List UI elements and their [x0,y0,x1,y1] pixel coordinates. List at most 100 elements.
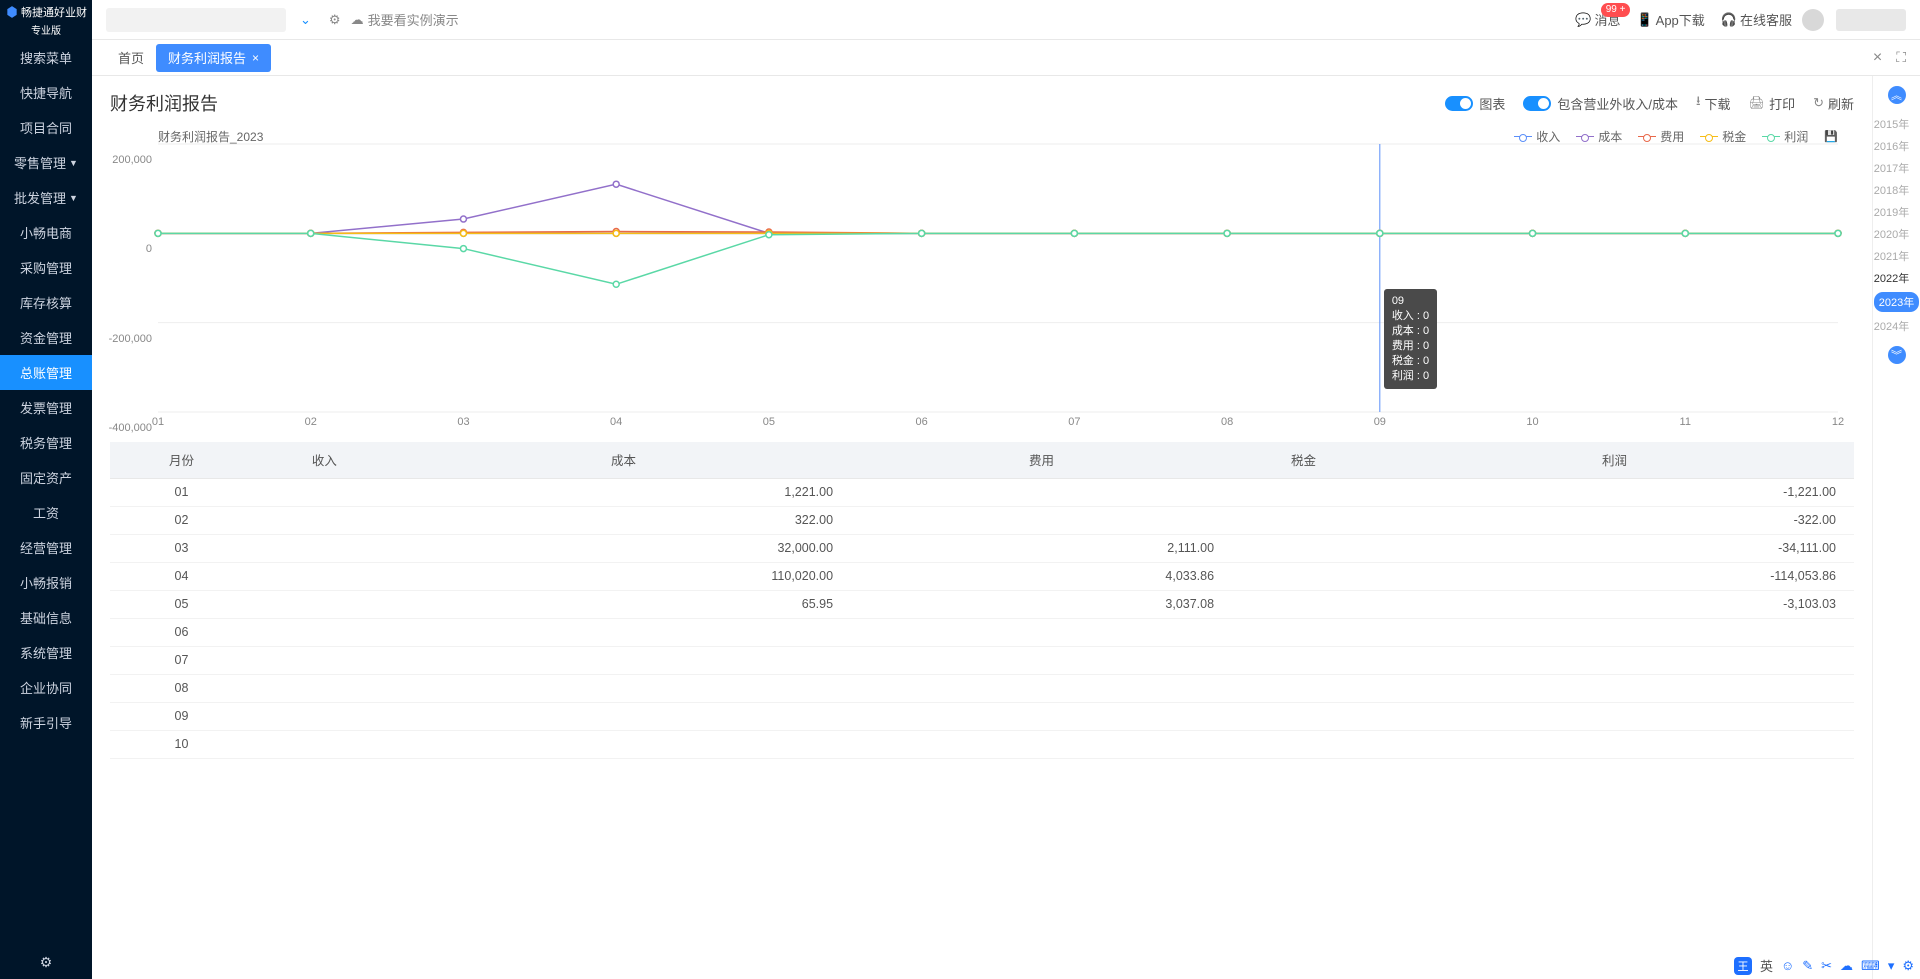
table-header: 利润 [1375,442,1854,478]
save-chart-icon[interactable]: 💾 [1824,130,1838,143]
table-row: 0565.953,037.08-3,103.03 [110,590,1854,618]
topbar: ⌄ ⚙ ☁ 我要看实例演示 💬 消息 99 + 📱 App下载 🎧 在线客服 [92,0,1920,40]
chevron-down-icon[interactable]: ⌄ [300,12,311,28]
page-title: 财务利润报告 [110,90,218,116]
demo-link[interactable]: ☁ 我要看实例演示 [351,10,459,29]
ime-gear-icon[interactable]: ⚙ [1902,958,1914,974]
scroll-up-icon[interactable]: ︽ [1888,86,1906,104]
sidebar-item-5[interactable]: 小畅电商 [0,215,92,250]
sidebar: 畅捷通好业财 专业版 搜索菜单快捷导航项目合同零售管理▼批发管理▼小畅电商采购管… [0,0,92,979]
chart-tooltip: 09收入 : 0成本 : 0费用 : 0税金 : 0利润 : 0 [1384,289,1437,389]
table-header: 税金 [1232,442,1375,478]
table-row: 011,221.00-1,221.00 [110,478,1854,506]
year-option[interactable]: 2017年 [1874,160,1919,176]
sidebar-item-11[interactable]: 税务管理 [0,425,92,460]
support-button[interactable]: 🎧 在线客服 [1721,10,1792,29]
sidebar-item-15[interactable]: 小畅报销 [0,565,92,600]
sidebar-item-12[interactable]: 固定资产 [0,460,92,495]
sidebar-item-7[interactable]: 库存核算 [0,285,92,320]
table-header: 收入 [253,442,396,478]
tab-home[interactable]: 首页 [106,44,156,72]
legend-item[interactable]: 成本 [1576,128,1622,145]
legend-item[interactable]: 税金 [1700,128,1746,145]
year-option[interactable]: 2019年 [1874,204,1919,220]
table-row: 02322.00-322.00 [110,506,1854,534]
tab-report[interactable]: 财务利润报告 × [156,44,271,72]
legend-item[interactable]: 利润 [1762,128,1808,145]
page-header: 财务利润报告 图表 包含营业外收入/成本 ⭳下载 🖨打印 ↻刷新 [110,90,1854,116]
sidebar-item-10[interactable]: 发票管理 [0,390,92,425]
table-row: 06 [110,618,1854,646]
ime-down-icon[interactable]: ▾ [1888,958,1895,974]
sidebar-item-16[interactable]: 基础信息 [0,600,92,635]
legend-item[interactable]: 费用 [1638,128,1684,145]
table-row: 08 [110,674,1854,702]
year-option[interactable]: 2015年 [1874,116,1919,132]
close-all-icon[interactable]: × [1873,49,1882,67]
sidebar-item-19[interactable]: 新手引导 [0,705,92,740]
sidebar-item-4[interactable]: 批发管理▼ [0,180,92,215]
toggle-extra[interactable]: 包含营业外收入/成本 [1523,94,1678,113]
fullscreen-icon[interactable]: ⛶ [1896,49,1906,66]
gear-icon[interactable]: ⚙ [329,12,341,28]
ime-cloud-icon[interactable]: ☁ [1840,958,1853,974]
sidebar-item-9[interactable]: 总账管理 [0,355,92,390]
sidebar-item-8[interactable]: 资金管理 [0,320,92,355]
sidebar-item-0[interactable]: 搜索菜单 [0,40,92,75]
close-icon[interactable]: × [252,51,259,65]
ime-smile-icon[interactable]: ☺ [1781,958,1794,973]
content: 财务利润报告 图表 包含营业外收入/成本 ⭳下载 🖨打印 ↻刷新 财务利润报告_… [92,76,1872,979]
user-name-placeholder[interactable] [1836,9,1906,31]
sidebar-item-1[interactable]: 快捷导航 [0,75,92,110]
print-icon: 🖨 [1749,95,1766,111]
year-option[interactable]: 2022年 [1874,270,1919,286]
message-icon: 💬 [1575,12,1591,28]
ime-scissor-icon[interactable]: ✂ [1821,958,1832,974]
sidebar-item-6[interactable]: 采购管理 [0,250,92,285]
year-option[interactable]: 2020年 [1874,226,1919,242]
brand-icon [5,5,19,19]
scroll-down-icon[interactable]: ︾ [1888,346,1906,364]
ime-keyboard-icon[interactable]: ⌨ [1861,958,1880,974]
year-option[interactable]: 2018年 [1874,182,1919,198]
chart-canvas[interactable]: 200,0000-200,000-400,0000102030405060708… [158,144,1838,412]
app-download-button[interactable]: 📱 App下载 [1636,10,1704,29]
year-rail: ︽ 2015年 2016年 2017年 2018年 2019年 2020年 2021年 202… [1872,76,1920,979]
avatar[interactable] [1802,9,1824,31]
year-option[interactable]: 2024年 [1874,318,1919,334]
table-row: 04110,020.004,033.86-114,053.86 [110,562,1854,590]
table-row: 09 [110,702,1854,730]
download-button[interactable]: ⭳下载 [1696,92,1731,114]
sidebar-item-14[interactable]: 经营管理 [0,530,92,565]
toggle-chart[interactable]: 图表 [1445,94,1505,113]
sidebar-item-18[interactable]: 企业协同 [0,670,92,705]
messages-button[interactable]: 💬 消息 99 + [1575,10,1620,29]
sidebar-item-17[interactable]: 系统管理 [0,635,92,670]
chart-title: 财务利润报告_2023 [158,128,263,145]
logo: 畅捷通好业财 专业版 [0,0,92,40]
settings-icon[interactable]: ⚙ [0,954,92,971]
table-row: 07 [110,646,1854,674]
table-row: 10 [110,730,1854,758]
legend-item[interactable]: 收入 [1514,128,1560,145]
year-option[interactable]: 2023年 [1874,292,1919,312]
chart: 财务利润报告_2023 收入成本费用税金利润 💾 200,0000-200,000… [110,128,1854,428]
refresh-icon: ↻ [1813,95,1824,111]
data-table: 月份收入成本费用税金利润 011,221.00-1,221.0002322.00… [110,442,1854,759]
year-option[interactable]: 2016年 [1874,138,1919,154]
table-header: 成本 [396,442,851,478]
sidebar-item-3[interactable]: 零售管理▼ [0,145,92,180]
refresh-button[interactable]: ↻刷新 [1813,94,1854,113]
print-button[interactable]: 🖨打印 [1749,94,1796,113]
message-badge: 99 + [1601,3,1631,17]
sidebar-item-13[interactable]: 工资 [0,495,92,530]
ime-edit-icon[interactable]: ✎ [1802,958,1813,974]
org-selector[interactable] [106,8,286,32]
ime-lang[interactable]: 英 [1760,956,1773,975]
table-header: 费用 [851,442,1232,478]
ime-badge[interactable]: 王 [1734,957,1752,975]
headset-icon: 🎧 [1721,12,1737,28]
brand-sub: 专业版 [31,22,61,37]
sidebar-item-2[interactable]: 项目合同 [0,110,92,145]
year-option[interactable]: 2021年 [1874,248,1919,264]
